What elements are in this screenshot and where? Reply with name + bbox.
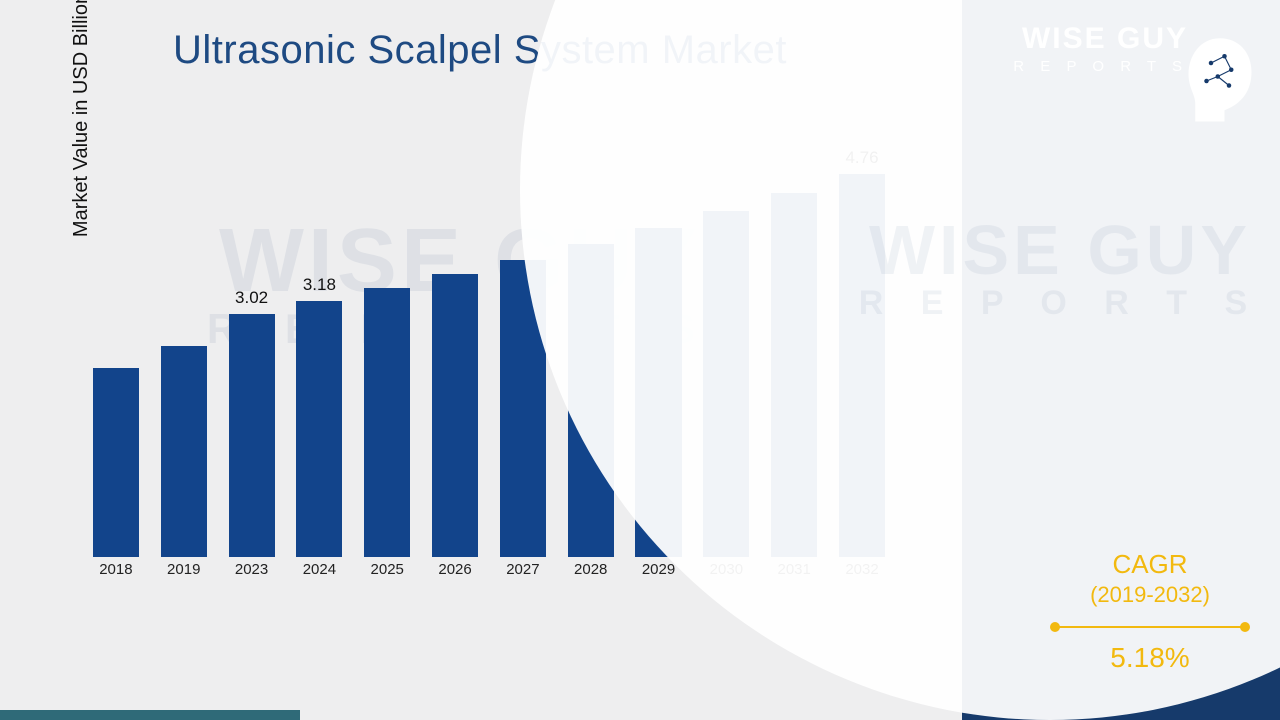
x-tick: 2028	[557, 561, 625, 585]
x-tick: 2026	[421, 561, 489, 585]
x-tick: 2027	[489, 561, 557, 585]
x-tick: 2023	[218, 561, 286, 585]
bar-slot	[150, 155, 218, 557]
brand-head-icon	[1184, 36, 1256, 126]
bar-value-label: 3.18	[285, 275, 353, 295]
bar-slot: 3.18	[285, 155, 353, 557]
brand-line1: WISE GUY	[1013, 22, 1188, 56]
bar-slot	[353, 155, 421, 557]
bar-slot	[421, 155, 489, 557]
bar	[161, 346, 207, 557]
bar	[432, 274, 478, 557]
bar-slot	[82, 155, 150, 557]
bottom-accent-bar	[0, 710, 300, 720]
x-tick: 2025	[353, 561, 421, 585]
bar	[296, 301, 342, 557]
cagr-value: 5.18%	[1020, 642, 1280, 674]
x-tick: 2019	[150, 561, 218, 585]
bar-value-label: 3.02	[218, 288, 286, 308]
cagr-label: CAGR	[1020, 549, 1280, 580]
bar	[364, 288, 410, 557]
cagr-years: (2019-2032)	[1020, 582, 1280, 608]
brand-logo: WISE GUY R E P O R T S	[1013, 22, 1254, 75]
chart-canvas: WISE GUYR E P O R T S Ultrasonic Scalpel…	[0, 0, 1280, 720]
bar	[229, 314, 275, 557]
brand-line2: R E P O R T S	[1013, 58, 1188, 75]
cagr-block: CAGR (2019-2032) 5.18%	[1020, 549, 1280, 674]
cagr-divider	[1055, 626, 1245, 628]
bar	[93, 368, 139, 557]
x-tick: 2024	[285, 561, 353, 585]
x-tick: 2018	[82, 561, 150, 585]
bar-slot: 3.02	[218, 155, 286, 557]
right-band: WISE GUY R E P O R T S WISE GUY R E P O R…	[962, 0, 1280, 720]
